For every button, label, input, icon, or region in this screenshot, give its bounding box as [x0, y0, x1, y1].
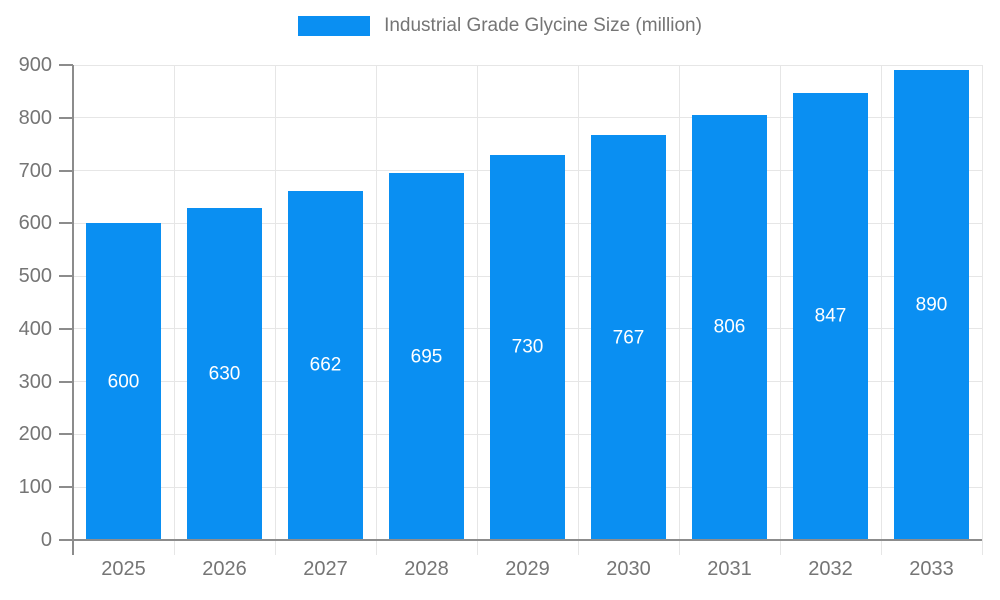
y-axis-tick [59, 116, 73, 119]
y-axis-tick [59, 222, 73, 225]
bar-2026[interactable] [187, 207, 262, 540]
gridline-vertical [880, 65, 882, 555]
bar-2031[interactable] [692, 114, 767, 540]
gridline-horizontal [73, 117, 982, 119]
bar-2030[interactable] [591, 135, 666, 540]
x-axis-label: 2033 [909, 558, 954, 580]
y-axis-label: 100 [18, 476, 52, 499]
gridline-vertical [375, 65, 377, 555]
y-axis-label: 900 [18, 54, 52, 76]
bar-value-label: 767 [612, 327, 645, 349]
y-axis-tick [59, 486, 73, 489]
x-axis-label: 2026 [202, 558, 247, 580]
y-axis-label: 400 [18, 317, 52, 340]
bar-2033[interactable] [894, 70, 969, 540]
legend-label: Industrial Grade Glycine Size (million) [384, 15, 702, 36]
y-axis-tick [59, 64, 73, 66]
y-axis-label: 600 [18, 212, 52, 235]
bar-2029[interactable] [490, 154, 565, 540]
gridline-vertical [274, 65, 276, 555]
gridline-vertical [173, 65, 175, 555]
y-axis-tick [59, 327, 73, 330]
bar-value-label: 806 [713, 316, 746, 338]
x-axis-label: 2029 [505, 558, 550, 580]
y-axis-label: 800 [18, 106, 52, 129]
x-axis-label: 2028 [404, 558, 449, 580]
y-axis-line [72, 65, 74, 555]
y-axis-label: 700 [18, 159, 52, 182]
legend: Industrial Grade Glycine Size (million) [0, 0, 1000, 52]
bar-2028[interactable] [389, 173, 464, 540]
bar-2032[interactable] [793, 92, 868, 540]
x-axis-line [73, 539, 982, 541]
y-axis-tick [59, 380, 73, 383]
y-axis-tick [59, 169, 73, 172]
gridline-vertical [577, 65, 579, 555]
bar-2027[interactable] [288, 190, 363, 540]
x-axis-label: 2025 [101, 558, 146, 580]
x-axis-label: 2031 [707, 558, 752, 580]
bar-value-label: 630 [208, 363, 241, 385]
x-axis-label: 2032 [808, 558, 853, 580]
y-axis-tick [59, 433, 73, 436]
gridline-vertical [981, 65, 983, 555]
bar-value-label: 695 [410, 346, 443, 368]
y-axis-label: 300 [18, 370, 52, 393]
legend-swatch-icon [298, 16, 371, 36]
y-axis-label: 500 [18, 265, 52, 288]
x-axis-label: 2027 [303, 558, 348, 580]
legend-item[interactable]: Industrial Grade Glycine Size (million) [298, 15, 702, 37]
x-axis-label: 2030 [606, 558, 651, 580]
bar-value-label: 600 [107, 371, 140, 393]
gridline-vertical [476, 65, 478, 555]
bar-value-label: 847 [814, 305, 847, 327]
bar-2025[interactable] [86, 223, 161, 540]
plot-area: 0 100 200 300 400 500 600 700 800 900 600 2025 630 20… [19, 55, 983, 579]
y-axis-tick [59, 539, 73, 541]
y-axis-label: 200 [18, 423, 52, 446]
gridline-vertical [779, 65, 781, 555]
bar-value-label: 890 [915, 294, 948, 316]
gridline-horizontal [73, 64, 982, 66]
y-axis-label: 0 [40, 529, 52, 551]
y-axis-tick [59, 275, 73, 278]
bar-value-label: 662 [309, 354, 342, 376]
bar-value-label: 730 [511, 336, 544, 358]
gridline-vertical [678, 65, 680, 555]
